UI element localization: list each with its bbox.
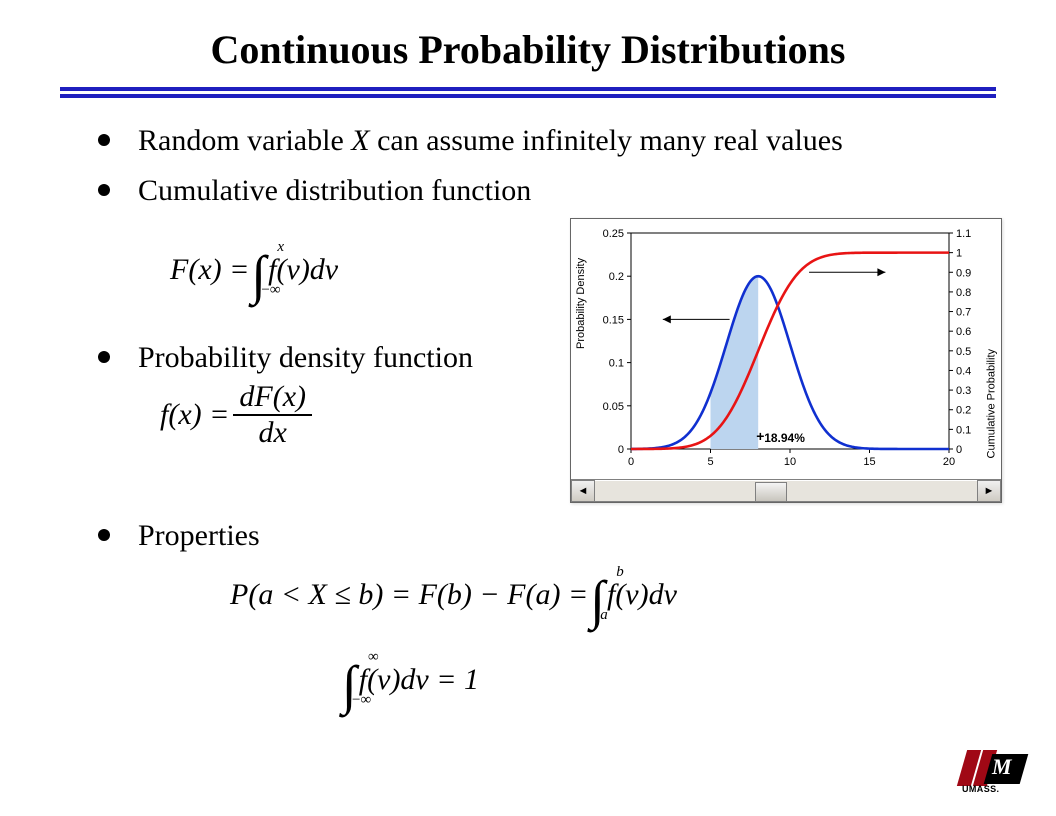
eq4-ub: ∞ <box>368 649 379 666</box>
svg-text:0.4: 0.4 <box>956 365 971 377</box>
svg-text:5: 5 <box>707 456 713 468</box>
svg-text:1: 1 <box>956 248 962 260</box>
svg-text:0: 0 <box>618 444 624 456</box>
svg-text:0.6: 0.6 <box>956 326 971 338</box>
umass-logo: M UMASS. <box>962 748 1028 794</box>
scroll-right-button[interactable]: ► <box>977 480 1001 502</box>
left-axis-label: Probability Density <box>575 258 587 349</box>
shaded-percent-label: 18.94% <box>764 431 805 445</box>
scroll-track[interactable] <box>595 480 977 502</box>
eq4-lb: −∞ <box>352 692 371 709</box>
equation-pdf: f(x) = dF(x) dx <box>160 380 316 450</box>
divider-bottom <box>60 94 996 98</box>
eq2-den: dx <box>253 416 293 450</box>
logo-text: UMASS. <box>962 784 999 794</box>
integral-symbol: ∫ b a <box>590 570 605 620</box>
svg-text:0.15: 0.15 <box>603 314 624 326</box>
distribution-chart-frame: 0 0.05 0.1 0.15 0.2 0.25 0 0.1 0.2 0.3 0.4 0.5 0.6 0.… <box>570 218 1002 503</box>
svg-text:20: 20 <box>943 456 955 468</box>
chart-scrollbar[interactable]: ◄ ► <box>571 479 1001 502</box>
svg-text:0.5: 0.5 <box>956 346 971 358</box>
svg-text:0.25: 0.25 <box>603 228 624 240</box>
svg-text:15: 15 <box>863 456 875 468</box>
svg-text:10: 10 <box>784 456 796 468</box>
svg-text:0.2: 0.2 <box>956 405 971 417</box>
eq1-ub: x <box>277 239 284 256</box>
slide-title: Continuous Probability Distributions <box>0 0 1056 73</box>
svg-text:+: + <box>756 428 764 444</box>
scroll-left-button[interactable]: ◄ <box>571 480 595 502</box>
eq3-lhs: P(a < X ≤ b) = F(b) − F(a) = <box>230 578 588 612</box>
bullet-2: Cumulative distribution function <box>98 172 998 210</box>
integral-symbol: ∫ ∞ −∞ <box>342 655 357 705</box>
eq2-num: dF(x) <box>233 380 312 416</box>
equation-prop-interval: P(a < X ≤ b) = F(b) − F(a) = ∫ b a f(v)d… <box>230 570 677 620</box>
svg-text:0.1: 0.1 <box>609 358 624 370</box>
svg-text:0: 0 <box>628 456 634 468</box>
equation-cdf: F(x) = ∫ x −∞ f(v)dv <box>170 245 338 295</box>
svg-text:1.1: 1.1 <box>956 228 971 240</box>
eq1-lb: −∞ <box>261 282 280 299</box>
bullet-4: Properties <box>98 517 998 555</box>
svg-text:0.9: 0.9 <box>956 267 971 279</box>
divider-top <box>60 87 996 91</box>
integral-symbol: ∫ x −∞ <box>251 245 266 295</box>
eq4-integrand: f(v)dv = 1 <box>359 663 479 697</box>
eq3-ub: b <box>616 564 624 581</box>
svg-text:0.1: 0.1 <box>956 424 971 436</box>
right-axis-label: Cumulative Probability <box>985 349 997 458</box>
svg-text:0.2: 0.2 <box>609 271 624 283</box>
eq1-lhs: F(x) = <box>170 253 249 287</box>
eq2-lhs: f(x) = <box>160 398 229 432</box>
svg-text:0.8: 0.8 <box>956 287 971 299</box>
bullet-1-var: X <box>351 124 369 157</box>
equation-prop-total: ∫ ∞ −∞ f(v)dv = 1 <box>340 655 479 705</box>
bullet-1-pre: Random variable <box>138 124 351 157</box>
svg-text:0.3: 0.3 <box>956 385 971 397</box>
bullet-1-post: can assume infinitely many real values <box>370 124 843 157</box>
svg-text:0.05: 0.05 <box>603 401 624 413</box>
svg-text:0: 0 <box>956 444 962 456</box>
eq3-lb: a <box>600 607 608 624</box>
bullet-1: Random variable X can assume infinitely … <box>98 122 998 160</box>
eq3-integrand: f(v)dv <box>607 578 677 612</box>
scroll-thumb[interactable] <box>755 482 787 502</box>
svg-text:0.7: 0.7 <box>956 307 971 319</box>
